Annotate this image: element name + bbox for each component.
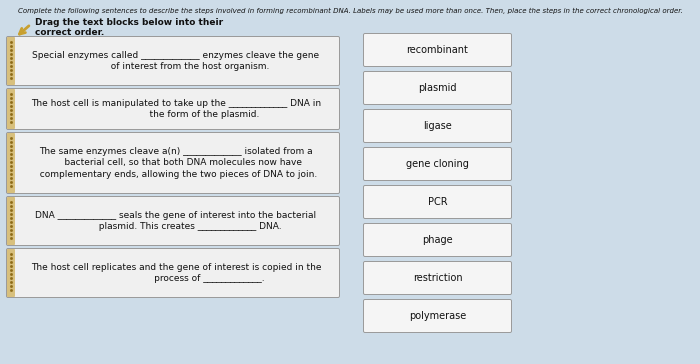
FancyBboxPatch shape bbox=[7, 37, 15, 85]
FancyBboxPatch shape bbox=[6, 197, 340, 245]
FancyBboxPatch shape bbox=[363, 33, 512, 67]
FancyBboxPatch shape bbox=[7, 197, 15, 245]
Text: Drag the text blocks below into their
correct order.: Drag the text blocks below into their co… bbox=[35, 18, 223, 37]
Text: Special enzymes called _____________ enzymes cleave the gene
          of intere: Special enzymes called _____________ enz… bbox=[32, 51, 320, 71]
FancyBboxPatch shape bbox=[363, 300, 512, 332]
FancyBboxPatch shape bbox=[363, 71, 512, 104]
Text: phage: phage bbox=[422, 235, 453, 245]
FancyBboxPatch shape bbox=[6, 88, 340, 130]
Text: PCR: PCR bbox=[428, 197, 447, 207]
FancyBboxPatch shape bbox=[363, 261, 512, 294]
Text: restriction: restriction bbox=[413, 273, 462, 283]
FancyBboxPatch shape bbox=[363, 186, 512, 218]
FancyBboxPatch shape bbox=[6, 249, 340, 297]
FancyBboxPatch shape bbox=[7, 133, 15, 193]
Text: polymerase: polymerase bbox=[409, 311, 466, 321]
Text: DNA _____________ seals the gene of interest into the bacterial
          plasmi: DNA _____________ seals the gene of inte… bbox=[36, 211, 316, 232]
Text: recombinant: recombinant bbox=[407, 45, 468, 55]
FancyBboxPatch shape bbox=[7, 249, 15, 297]
FancyBboxPatch shape bbox=[6, 36, 340, 86]
Text: Complete the following sentences to describe the steps involved in forming recom: Complete the following sentences to desc… bbox=[18, 8, 682, 14]
Text: gene cloning: gene cloning bbox=[406, 159, 469, 169]
Text: The host cell replicates and the gene of interest is copied in the
             : The host cell replicates and the gene of… bbox=[31, 262, 321, 284]
Text: ligase: ligase bbox=[423, 121, 452, 131]
Text: The same enzymes cleave a(n) _____________ isolated from a
     bacterial cell, : The same enzymes cleave a(n) ___________… bbox=[34, 147, 318, 179]
FancyBboxPatch shape bbox=[7, 89, 15, 129]
Text: The host cell is manipulated to take up the _____________ DNA in
               : The host cell is manipulated to take up … bbox=[31, 99, 321, 119]
FancyBboxPatch shape bbox=[363, 223, 512, 257]
FancyBboxPatch shape bbox=[6, 132, 340, 194]
FancyBboxPatch shape bbox=[363, 110, 512, 142]
Text: plasmid: plasmid bbox=[419, 83, 456, 93]
FancyBboxPatch shape bbox=[363, 147, 512, 181]
